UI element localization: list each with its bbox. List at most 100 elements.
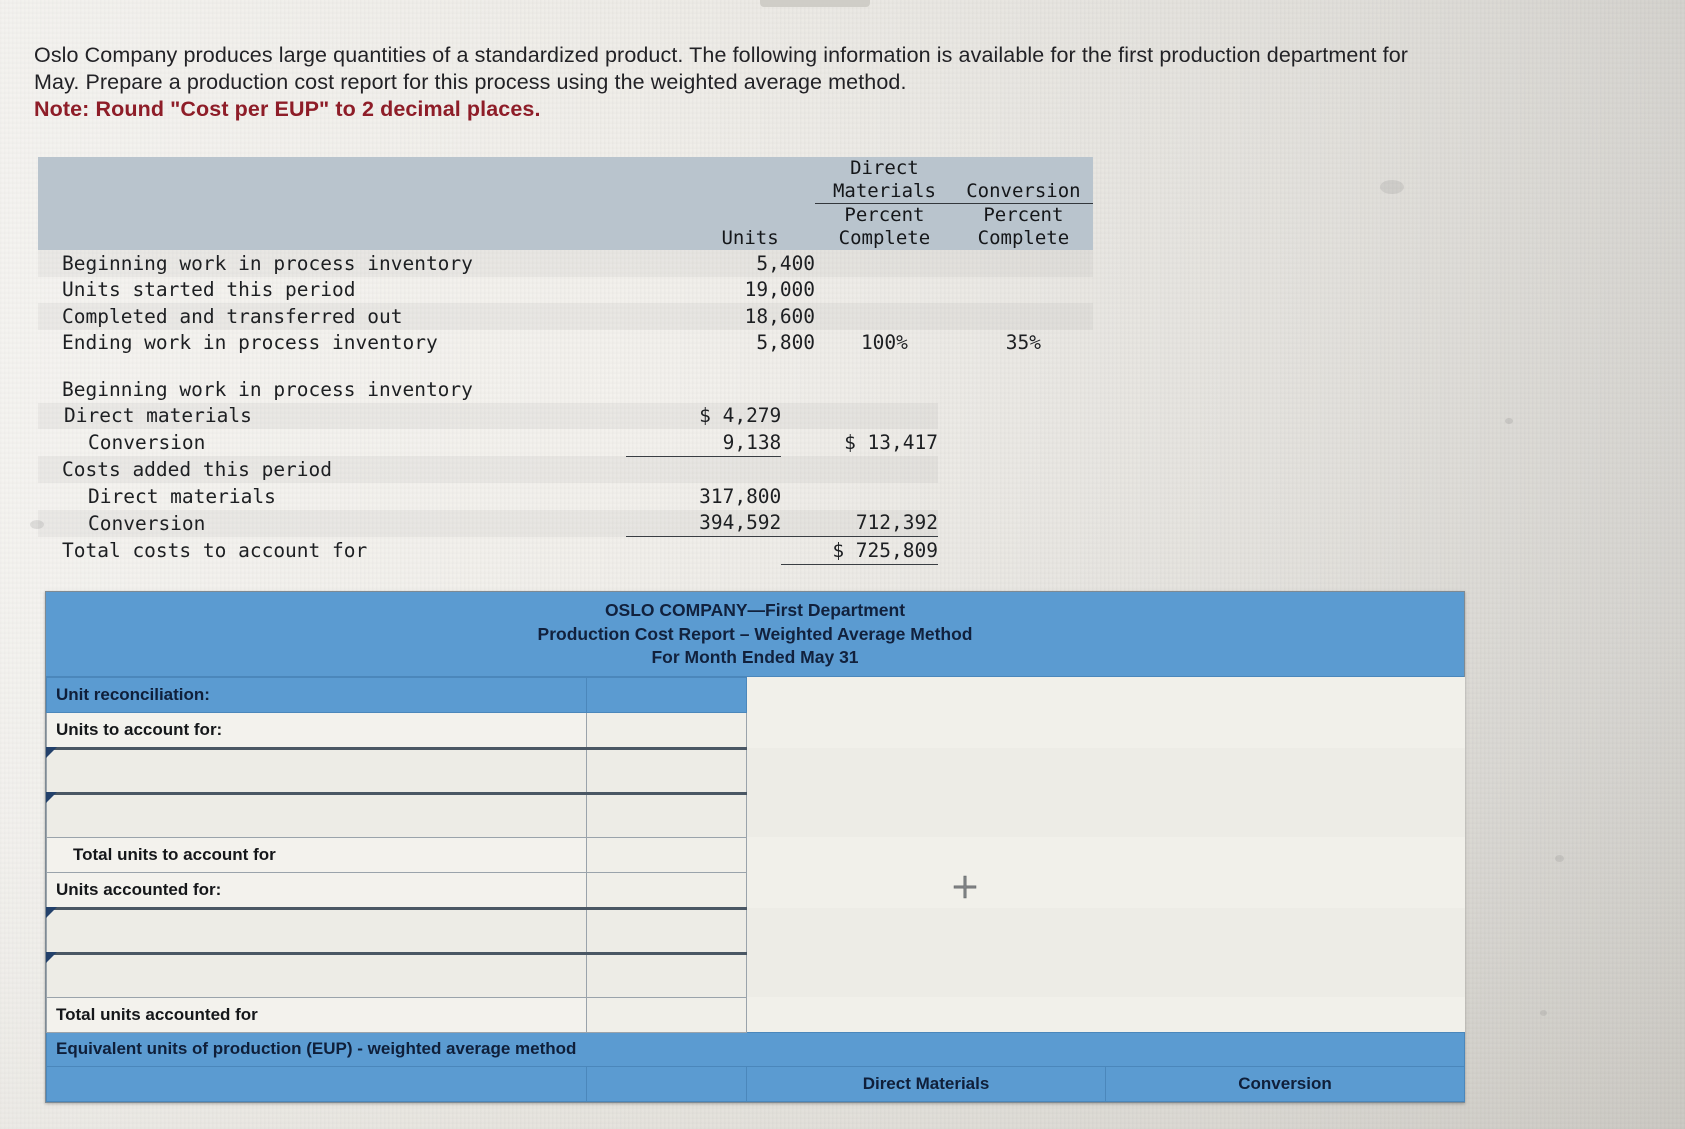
row-input-units-accounted-2[interactable] bbox=[46, 951, 1465, 998]
cost-label-costs-added: Costs added this period bbox=[62, 458, 333, 481]
row-units-units-started: 19,000 bbox=[744, 278, 816, 302]
units-table-header-row2: Materials Conversion bbox=[38, 180, 1093, 204]
header-units-blank bbox=[685, 157, 815, 180]
header-spacer-e bbox=[38, 227, 685, 250]
report-title-line1: OSLO COMPANY—First Department bbox=[604, 600, 906, 620]
row-dm-completed-transferred bbox=[815, 303, 954, 330]
table-row: Beginning work in process inventory 5,40… bbox=[38, 250, 1093, 277]
label-units-accounted-for: Units accounted for: bbox=[46, 871, 587, 909]
units-table-header-row1: Direct bbox=[38, 157, 1093, 180]
dropdown-cell-units-account-2[interactable] bbox=[46, 791, 587, 838]
header-units: Units bbox=[721, 227, 779, 249]
row-units-completed-transferred: 18,600 bbox=[744, 304, 816, 328]
row-label-completed-transferred: Completed and transferred out bbox=[62, 304, 403, 328]
header-dm-complete: Complete bbox=[838, 227, 931, 249]
header-spacer-b bbox=[685, 180, 815, 204]
cost-b-added-direct-materials bbox=[781, 483, 938, 510]
row-dm-beginning-wip bbox=[815, 250, 954, 277]
label-total-units-to-account-for: Total units to account for bbox=[46, 836, 587, 873]
photo-smudge bbox=[1555, 855, 1564, 862]
row-spacer bbox=[746, 908, 1465, 953]
units-data-table: Direct Materials Conversion Percent Perc… bbox=[38, 157, 1093, 356]
row-unit-reconciliation: Unit reconciliation: bbox=[46, 676, 1465, 713]
header-cv-complete: Complete bbox=[977, 227, 1070, 249]
value-total-units-accounted-for[interactable] bbox=[586, 996, 747, 1033]
row-label-units-started: Units started this period bbox=[62, 278, 356, 302]
report-title-line3: For Month Ended May 31 bbox=[651, 647, 859, 667]
header-direct-materials-line2: Materials bbox=[815, 180, 954, 204]
row-units-to-account-for: Units to account for: bbox=[46, 711, 1465, 749]
value-unit-reconciliation[interactable] bbox=[586, 676, 747, 713]
table-row: Costs added this period bbox=[38, 456, 938, 483]
cost-label-added-conversion: Conversion bbox=[88, 511, 206, 535]
cost-a-beginning-wip bbox=[626, 376, 781, 403]
photo-smudge bbox=[1505, 418, 1513, 424]
header-cv-percent: Percent bbox=[983, 204, 1064, 226]
row-input-units-account-1[interactable] bbox=[46, 746, 1465, 794]
header-dm-percent: Percent bbox=[844, 204, 925, 226]
cost-b-added-conversion: 712,392 bbox=[781, 509, 938, 537]
production-cost-report-form: OSLO COMPANY—First Department Production… bbox=[45, 591, 1465, 1103]
row-spacer bbox=[746, 953, 1465, 997]
eup-header-conversion: Conversion bbox=[1105, 1066, 1464, 1101]
header-spacer-c bbox=[38, 204, 685, 228]
row-eup-band: Equivalent units of production (EUP) - w… bbox=[46, 1031, 1465, 1067]
row-input-units-accounted-1[interactable] bbox=[46, 906, 1465, 954]
value-input-units-accounted-1[interactable] bbox=[586, 906, 747, 954]
table-row: Direct materials $ 4,279 bbox=[38, 402, 938, 429]
row-label-beginning-wip: Beginning work in process inventory bbox=[62, 251, 473, 275]
table-row: Completed and transferred out 18,600 bbox=[38, 303, 1093, 330]
cost-label-bwip-conversion: Conversion bbox=[88, 431, 206, 454]
value-units-accounted-for[interactable] bbox=[586, 871, 747, 909]
units-table-header-row4: Units Complete Complete bbox=[38, 227, 1093, 250]
value-input-units-account-2[interactable] bbox=[586, 791, 747, 838]
cost-label-added-direct-materials: Direct materials bbox=[88, 484, 276, 508]
table-row: Conversion 9,138 $ 13,417 bbox=[38, 429, 938, 457]
value-input-units-accounted-2[interactable] bbox=[586, 951, 747, 998]
dropdown-triangle-icon bbox=[46, 951, 57, 974]
value-units-to-account-for[interactable] bbox=[586, 711, 747, 749]
dropdown-cell-units-accounted-1[interactable] bbox=[46, 906, 587, 954]
dropdown-cell-units-account-1[interactable] bbox=[46, 746, 587, 794]
cost-label-total-costs: Total costs to account for bbox=[62, 538, 368, 562]
row-dm-units-started bbox=[815, 277, 954, 304]
label-eup-section: Equivalent units of production (EUP) - w… bbox=[46, 1031, 1465, 1067]
table-row: Ending work in process inventory 5,800 1… bbox=[38, 330, 1093, 357]
header-direct-materials-line1: Direct bbox=[850, 157, 919, 179]
cost-b-bwip-conversion: $ 13,417 bbox=[844, 431, 938, 454]
row-spacer bbox=[746, 712, 1465, 748]
value-total-units-to-account-for[interactable] bbox=[586, 836, 747, 873]
table-row: Units started this period 19,000 bbox=[38, 277, 1093, 304]
dropdown-triangle-icon bbox=[46, 746, 57, 769]
units-table-header-row3: Percent Percent bbox=[38, 203, 1093, 228]
value-input-units-account-1[interactable] bbox=[586, 746, 747, 794]
row-units-ending-wip: 5,800 bbox=[756, 331, 816, 355]
dropdown-cell-units-accounted-2[interactable] bbox=[46, 951, 587, 998]
row-units-beginning-wip: 5,400 bbox=[756, 251, 816, 275]
row-dm-ending-wip: 100% bbox=[860, 331, 908, 355]
row-spacer bbox=[746, 872, 1465, 908]
row-input-units-account-2[interactable] bbox=[46, 791, 1465, 838]
row-label-ending-wip: Ending work in process inventory bbox=[62, 331, 438, 355]
row-units-accounted-for: Units accounted for: bbox=[46, 871, 1465, 909]
cost-a-total-costs bbox=[626, 537, 781, 565]
label-total-units-accounted-for: Total units accounted for bbox=[46, 996, 587, 1033]
header-spacer-d bbox=[685, 204, 815, 228]
cost-b-beginning-wip bbox=[781, 376, 938, 403]
problem-paragraph: Oslo Company produces large quantities o… bbox=[34, 43, 1409, 94]
cost-a-bwip-conversion: 9,138 bbox=[626, 429, 782, 457]
row-spacer bbox=[746, 793, 1465, 837]
dropdown-triangle-icon bbox=[46, 791, 57, 814]
header-spacer-a bbox=[38, 180, 685, 204]
row-spacer bbox=[746, 837, 1465, 872]
row-cv-beginning-wip bbox=[954, 250, 1093, 277]
row-cv-completed-transferred bbox=[954, 303, 1093, 330]
cost-a-added-conversion: 394,592 bbox=[626, 509, 782, 537]
cost-a-added-direct-materials: 317,800 bbox=[699, 484, 782, 508]
table-row: Direct materials 317,800 bbox=[38, 483, 938, 510]
table-row: Beginning work in process inventory bbox=[38, 376, 938, 403]
row-cv-units-started bbox=[954, 277, 1093, 304]
row-total-units-to-account-for: Total units to account for bbox=[46, 836, 1465, 873]
eup-header-group: Direct Materials Conversion bbox=[746, 1065, 1465, 1102]
cost-b-total-costs: $ 725,809 bbox=[781, 536, 938, 565]
